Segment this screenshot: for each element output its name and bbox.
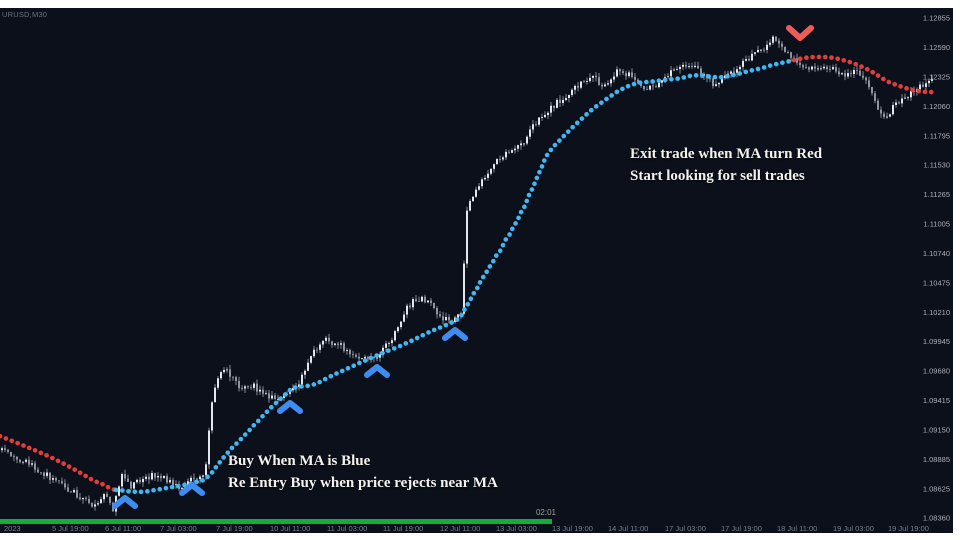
svg-text:11 Jul 03:00: 11 Jul 03:00 bbox=[327, 524, 367, 533]
svg-text:1.11265: 1.11265 bbox=[923, 190, 950, 199]
svg-text:17 Jul 03:00: 17 Jul 03:00 bbox=[665, 524, 706, 533]
svg-text:14 Jul 11:00: 14 Jul 11:00 bbox=[608, 524, 648, 533]
buy-arrow[interactable] bbox=[179, 482, 205, 496]
buy-arrow[interactable] bbox=[277, 400, 303, 414]
candle-timer-bar: 02:01 bbox=[0, 508, 557, 524]
svg-text:19 Jul 19:00: 19 Jul 19:00 bbox=[888, 524, 929, 533]
svg-text:1.11005: 1.11005 bbox=[923, 220, 950, 229]
svg-text:1.12060: 1.12060 bbox=[923, 102, 950, 111]
svg-text:1.10210: 1.10210 bbox=[923, 308, 950, 317]
price-axis[interactable]: 1.12855 1.12590 1.12325 1.12060 1.11795 1.115… bbox=[923, 14, 950, 523]
svg-text:1.11530: 1.11530 bbox=[923, 161, 950, 170]
svg-text:13 Jul 19:00: 13 Jul 19:00 bbox=[552, 524, 593, 533]
svg-text:11 Jul 19:00: 11 Jul 19:00 bbox=[383, 524, 423, 533]
annotation-line: Buy When MA is Blue bbox=[228, 453, 371, 469]
buy-arrow[interactable] bbox=[112, 495, 138, 509]
svg-text:1.12325: 1.12325 bbox=[923, 72, 950, 81]
buy-arrow[interactable] bbox=[364, 364, 390, 378]
candles-layer bbox=[1, 35, 933, 516]
annotation-exit-rules[interactable]: Exit trade when MA turn Red Start lookin… bbox=[630, 143, 822, 187]
symbol-period-label: URUSD,M30 bbox=[2, 10, 48, 19]
svg-text:19 Jul 03:00: 19 Jul 03:00 bbox=[833, 524, 874, 533]
svg-text:18 Jul 11:00: 18 Jul 11:00 bbox=[777, 524, 817, 533]
price-chart[interactable]: 1.12855 1.12590 1.12325 1.12060 1.11795 1.115… bbox=[0, 8, 953, 533]
svg-text:1.09680: 1.09680 bbox=[923, 367, 950, 376]
annotation-line: Exit trade when MA turn Red bbox=[630, 146, 823, 162]
ma-segment-up bbox=[113, 57, 797, 495]
trade-markers[interactable] bbox=[112, 25, 814, 509]
svg-text:1.12855: 1.12855 bbox=[923, 14, 950, 23]
svg-text:1.08360: 1.08360 bbox=[923, 514, 950, 523]
svg-text:2023: 2023 bbox=[4, 524, 21, 533]
svg-text:1.08885: 1.08885 bbox=[923, 455, 950, 464]
svg-text:02:01: 02:01 bbox=[536, 508, 557, 517]
svg-text:1.10740: 1.10740 bbox=[923, 249, 950, 258]
svg-text:13 Jul 03:00: 13 Jul 03:00 bbox=[496, 524, 537, 533]
svg-text:1.12590: 1.12590 bbox=[923, 43, 950, 52]
annotation-line: Start looking for sell trades bbox=[630, 168, 805, 184]
time-axis[interactable]: 2023 5 Jul 19:00 6 Jul 11:00 7 Jul 03:00 7 J… bbox=[4, 524, 929, 533]
svg-text:1.09415: 1.09415 bbox=[923, 396, 950, 405]
svg-text:17 Jul 19:00: 17 Jul 19:00 bbox=[721, 524, 762, 533]
ma-line bbox=[0, 54, 935, 495]
svg-text:7 Jul 03:00: 7 Jul 03:00 bbox=[160, 524, 197, 533]
chart-window[interactable]: URUSD,M30 1.12855 1.12590 1.12325 1.12060 1.… bbox=[0, 8, 953, 533]
ma-segment-down bbox=[0, 433, 117, 492]
sell-arrow[interactable] bbox=[786, 25, 814, 41]
svg-text:5 Jul 19:00: 5 Jul 19:00 bbox=[52, 524, 89, 533]
annotation-buy-rules[interactable]: Buy When MA is Blue Re Entry Buy when pr… bbox=[228, 450, 498, 494]
svg-text:1.10475: 1.10475 bbox=[923, 278, 950, 287]
svg-text:1.08625: 1.08625 bbox=[923, 484, 950, 493]
svg-text:12 Jul 11:00: 12 Jul 11:00 bbox=[440, 524, 480, 533]
svg-text:1.11795: 1.11795 bbox=[923, 131, 950, 140]
svg-text:10 Jul 11:00: 10 Jul 11:00 bbox=[270, 524, 310, 533]
svg-text:1.09150: 1.09150 bbox=[923, 426, 950, 435]
buy-arrow[interactable] bbox=[442, 327, 468, 341]
annotation-line: Re Entry Buy when price rejects near MA bbox=[228, 475, 498, 491]
svg-text:6 Jul 11:00: 6 Jul 11:00 bbox=[105, 524, 141, 533]
ma-segment-down bbox=[791, 54, 935, 95]
svg-text:7 Jul 19:00: 7 Jul 19:00 bbox=[216, 524, 253, 533]
svg-text:1.09945: 1.09945 bbox=[923, 337, 950, 346]
